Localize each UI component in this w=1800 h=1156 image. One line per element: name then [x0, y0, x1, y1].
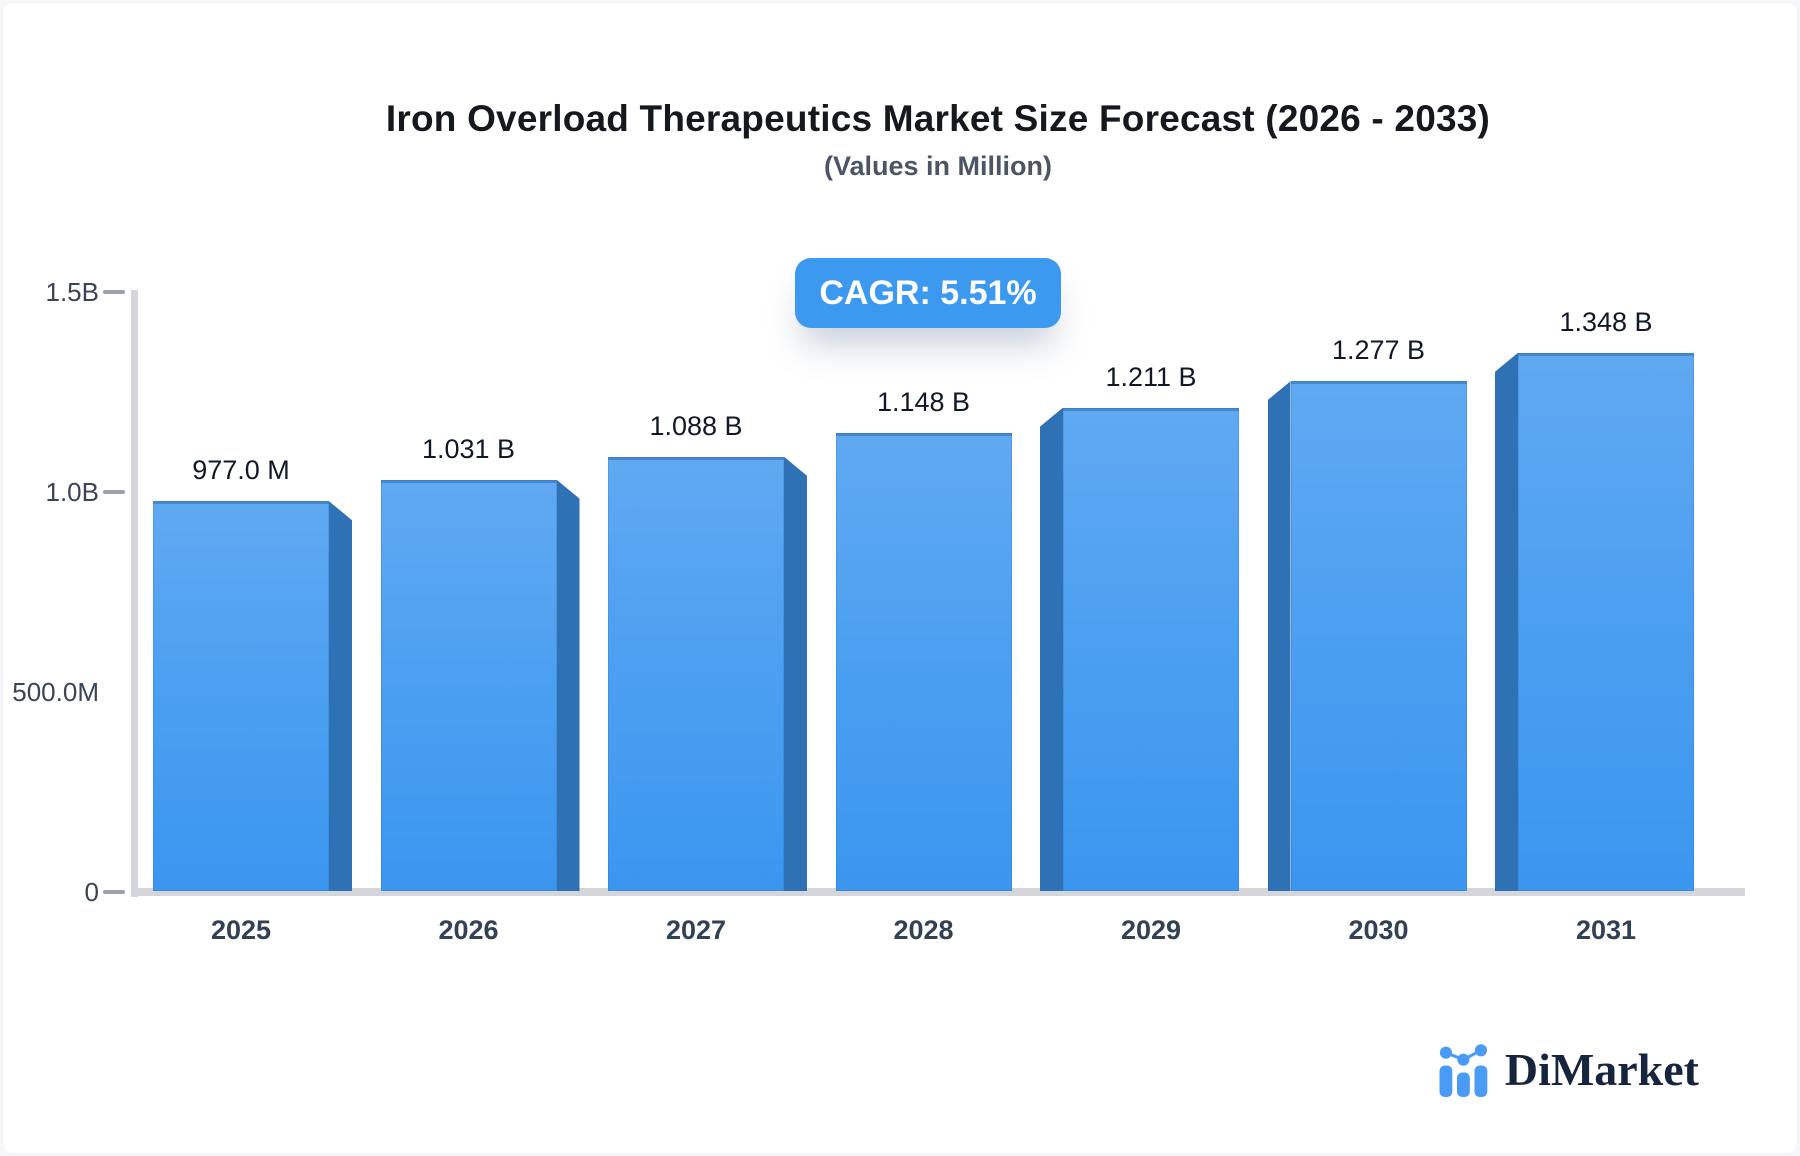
bar-2031 [1518, 352, 1694, 891]
bar-2030 [1290, 381, 1467, 891]
bar-value-label: 977.0 M [192, 455, 290, 486]
bar-value-label: 1.148 B [876, 386, 971, 417]
bar-side-face [1267, 381, 1291, 891]
x-axis-label: 2025 [210, 915, 272, 945]
bar-2028 [835, 432, 1012, 891]
dimarket-logo: DiMarket [1437, 1041, 1699, 1097]
bar-value-label: 1.277 B [1331, 335, 1426, 366]
cagr-badge: CAGR: 5.51% [795, 258, 1061, 328]
y-axis-tick-dash [103, 890, 125, 894]
bar-side-face [1495, 352, 1518, 891]
x-axis-label: 2027 [665, 915, 727, 945]
y-axis-tick-label: 0 [84, 877, 99, 907]
y-axis-tick-dash [103, 490, 125, 494]
y-axis-tick-dash [103, 290, 125, 294]
bar-2026 [380, 479, 557, 891]
bar-2027 [608, 456, 784, 891]
bar-2025 [153, 501, 329, 891]
y-axis-tick-label: 1.0B [45, 477, 100, 507]
y-axis-tick-label: 500.0M [12, 677, 99, 707]
bar-value-label: 1.031 B [421, 433, 516, 464]
x-axis-label: 2029 [1120, 915, 1182, 945]
chart-title: Iron Overload Therapeutics Market Size F… [385, 98, 1491, 139]
y-axis-line [131, 290, 138, 897]
y-axis-tick-label: 1.5B [45, 277, 100, 307]
x-axis-label: 2028 [893, 915, 954, 945]
x-axis-label: 2031 [1575, 915, 1637, 945]
x-axis-label: 2026 [438, 915, 499, 945]
chart-subtitle: (Values in Million) [823, 151, 1053, 181]
bar-chart-plot-area: 1.5B 1.0B 500.0M 0 977.0 M 2025 1.031 B 2026 1.0… [3, 3, 1797, 1153]
bar-value-label: 1.348 B [1559, 306, 1653, 337]
bar-value-label: 1.088 B [649, 410, 743, 441]
bar-side-face [784, 456, 807, 891]
bar-side-face [329, 501, 352, 891]
dimarket-logo-text: DiMarket [1504, 1043, 1699, 1095]
bar-2029 [1063, 407, 1239, 891]
bar-side-face [556, 479, 580, 891]
x-axis-line [131, 888, 1745, 896]
bar-side-face [1040, 407, 1063, 891]
x-axis-label: 2030 [1348, 915, 1409, 945]
bar-value-label: 1.211 B [1105, 361, 1197, 392]
bar-line-chart-logo-icon [1439, 1044, 1488, 1097]
